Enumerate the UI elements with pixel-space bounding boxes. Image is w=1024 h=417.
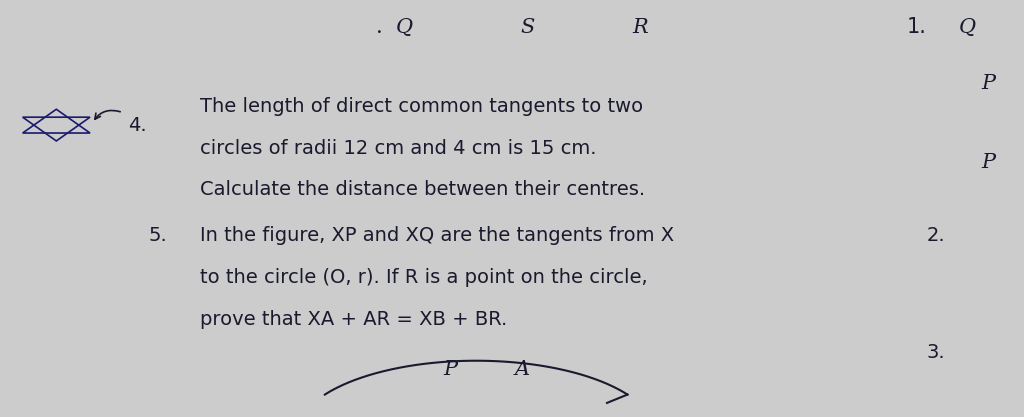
Text: The length of direct common tangents to two: The length of direct common tangents to … — [200, 97, 643, 116]
Text: 4.: 4. — [128, 116, 146, 135]
Text: prove that XA + AR = XB + BR.: prove that XA + AR = XB + BR. — [200, 309, 507, 329]
Text: In the figure, XP and XQ are the tangents from X: In the figure, XP and XQ are the tangent… — [200, 226, 674, 245]
Text: 3.: 3. — [927, 343, 945, 362]
Text: Q: Q — [396, 18, 413, 37]
Text: to the circle (O, r). If R is a point on the circle,: to the circle (O, r). If R is a point on… — [200, 268, 647, 287]
Text: .: . — [376, 18, 382, 37]
Text: 1.: 1. — [906, 17, 927, 37]
Text: circles of radii 12 cm and 4 cm is 15 cm.: circles of radii 12 cm and 4 cm is 15 cm… — [200, 138, 596, 158]
Text: P: P — [443, 359, 458, 379]
Text: A: A — [515, 359, 529, 379]
Text: Q: Q — [959, 18, 976, 37]
Text: R: R — [632, 18, 648, 37]
Text: Calculate the distance between their centres.: Calculate the distance between their cen… — [200, 180, 645, 199]
Text: S: S — [520, 18, 535, 37]
Text: P: P — [981, 74, 995, 93]
Text: P: P — [981, 153, 995, 172]
Text: 2.: 2. — [927, 226, 945, 245]
Text: 5.: 5. — [148, 226, 167, 245]
